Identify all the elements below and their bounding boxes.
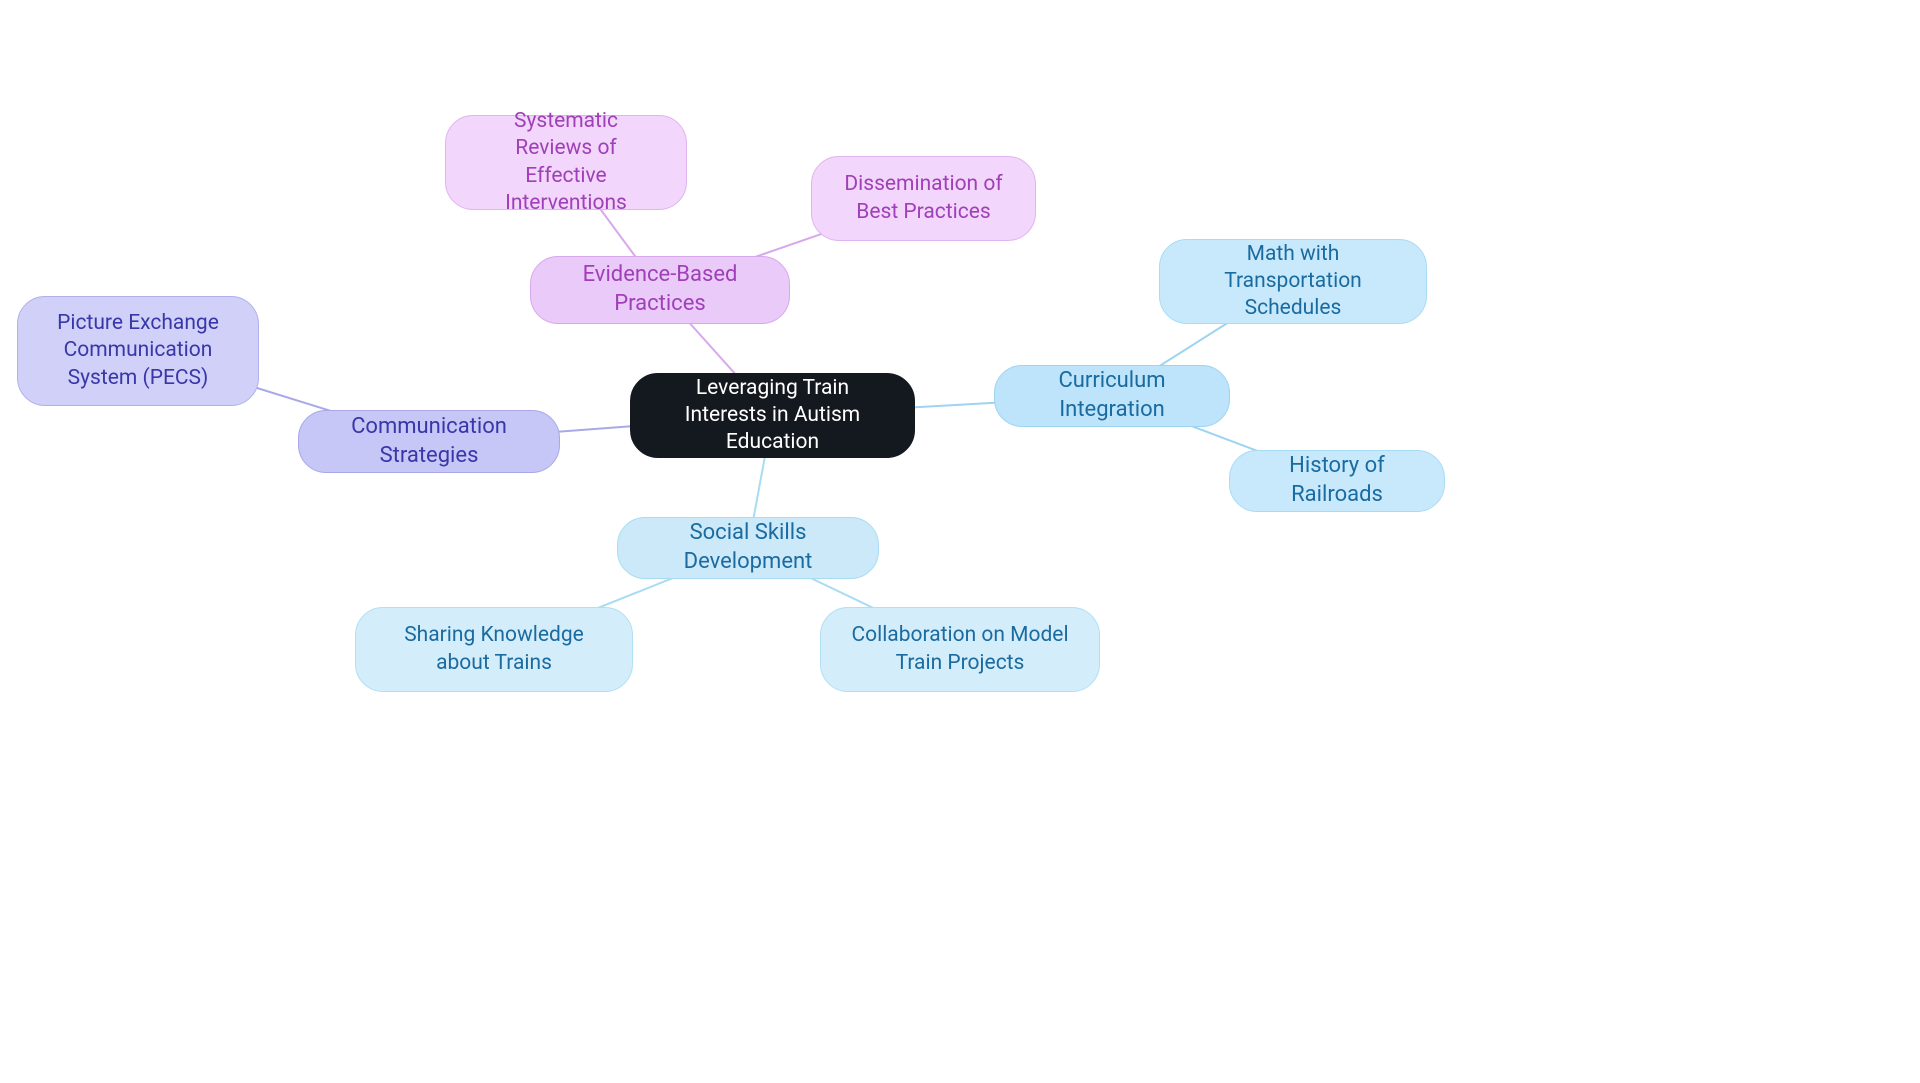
node-math: Math with Transportation Schedules [1159, 239, 1427, 324]
node-comm_strat: Communication Strategies [298, 410, 560, 473]
node-curriculum: Curriculum Integration [994, 365, 1230, 427]
node-label: Sharing Knowledge about Trains [384, 622, 604, 677]
node-label: Social Skills Development [646, 519, 850, 576]
node-pecs: Picture Exchange Communication System (P… [17, 296, 259, 406]
node-label: Dissemination of Best Practices [840, 171, 1007, 226]
node-label: History of Railroads [1258, 452, 1416, 509]
node-label: Math with Transportation Schedules [1188, 241, 1398, 323]
node-sharing: Sharing Knowledge about Trains [355, 607, 633, 692]
node-label: Curriculum Integration [1023, 367, 1201, 424]
node-label: Collaboration on Model Train Projects [849, 622, 1071, 677]
node-collab: Collaboration on Model Train Projects [820, 607, 1100, 692]
node-evidence: Evidence-Based Practices [530, 256, 790, 324]
node-label: Systematic Reviews of Effective Interven… [474, 108, 658, 217]
node-center: Leveraging Train Interests in Autism Edu… [630, 373, 915, 458]
node-label: Communication Strategies [327, 413, 531, 470]
node-dissemination: Dissemination of Best Practices [811, 156, 1036, 241]
node-label: Leveraging Train Interests in Autism Edu… [659, 375, 886, 457]
node-label: Picture Exchange Communication System (P… [46, 310, 230, 392]
node-systematic: Systematic Reviews of Effective Interven… [445, 115, 687, 210]
node-social: Social Skills Development [617, 517, 879, 579]
node-label: Evidence-Based Practices [559, 261, 761, 318]
node-history: History of Railroads [1229, 450, 1445, 512]
